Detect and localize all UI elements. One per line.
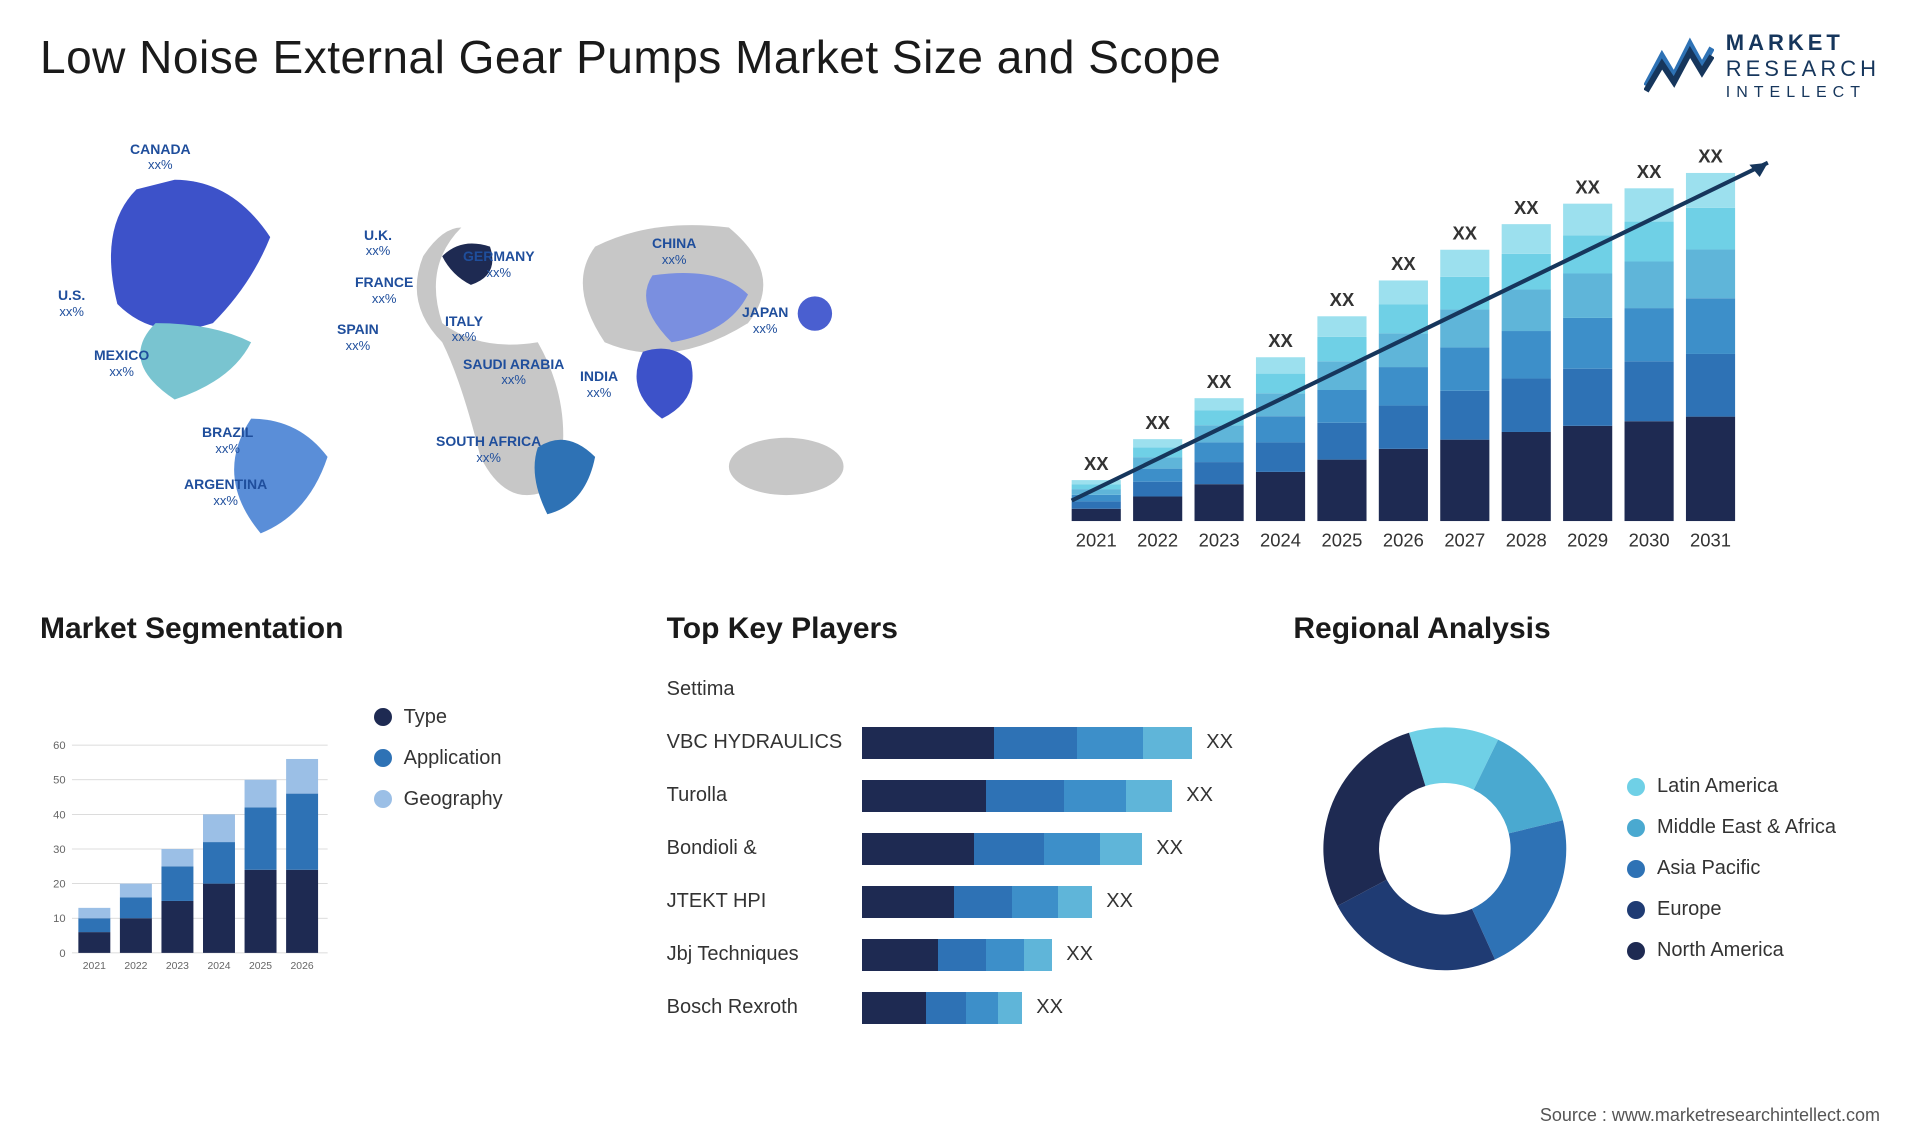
segmentation-panel: Market Segmentation 0 10 20 30 40 50 60 2021 202… [40,612,627,1032]
svg-text:30: 30 [53,844,65,856]
players-panel: Top Key Players Settima VBC HYDRAULICS Tur… [667,612,1254,1032]
seg-legend-geography: Geography [374,788,627,811]
map-label-china: CHINAxx% [652,235,696,267]
map-label-canada: CANADAxx% [130,141,191,173]
svg-text:2023: 2023 [1199,530,1240,551]
map-label-brazil: BRAZILxx% [202,424,253,456]
svg-text:2030: 2030 [1629,530,1670,551]
map-label-france: FRANCExx% [355,274,413,306]
segmentation-bar-chart: 0 10 20 30 40 50 60 2021 2022 2023 2024 2025 2026 [40,666,344,1032]
map-label-germany: GERMANYxx% [463,248,535,280]
map-label-uk: U.K.xx% [364,227,392,259]
player-name: Jbj Techniques [667,937,843,973]
logo-line-3: INTELLECT [1726,83,1880,102]
player-bars: XX XX XX XX XX XX [862,666,1253,1032]
svg-text:XX: XX [1330,289,1355,310]
svg-text:XX: XX [1453,222,1478,243]
svg-text:XX: XX [1575,176,1600,197]
svg-text:2026: 2026 [291,961,314,972]
svg-text:2024: 2024 [1260,530,1301,551]
svg-text:2028: 2028 [1506,530,1547,551]
world-map-panel: CANADAxx% U.S.xx% MEXICOxx% BRAZILxx% ARGENT… [40,132,940,562]
svg-text:2027: 2027 [1444,530,1485,551]
world-map [40,132,940,562]
svg-text:2029: 2029 [1567,530,1608,551]
player-bar-row: XX [862,778,1253,814]
player-name: Bondioli & [667,831,843,867]
bottom-row: Market Segmentation 0 10 20 30 40 50 60 2021 202… [40,612,1880,1032]
svg-text:2024: 2024 [207,961,230,972]
player-bar-row: XX [862,831,1253,867]
player-name: Bosch Rexroth [667,990,843,1026]
svg-text:2022: 2022 [1137,530,1178,551]
map-label-spain: SPAINxx% [337,321,379,353]
svg-text:0: 0 [59,948,65,960]
player-names: Settima VBC HYDRAULICS Turolla Bondioli & JT… [667,666,843,1032]
map-label-southafrica: SOUTH AFRICAxx% [436,433,541,465]
svg-text:XX: XX [1207,371,1232,392]
player-name: Turolla [667,778,843,814]
logo-line-2: RESEARCH [1726,56,1880,82]
seg-legend-application: Application [374,747,627,770]
players-title: Top Key Players [667,612,1254,646]
map-label-us: U.S.xx% [58,287,85,319]
source-attribution: Source : www.marketresearchintellect.com [1540,1105,1880,1126]
map-label-india: INDIAxx% [580,368,618,400]
regional-legend-item: North America [1627,939,1880,962]
svg-text:XX: XX [1391,253,1416,274]
regional-legend: Latin America Middle East & Africa Asia Pa… [1627,735,1880,962]
svg-text:XX: XX [1637,161,1662,182]
svg-text:50: 50 [53,775,65,787]
player-bar-row: XX [862,990,1253,1026]
svg-text:XX: XX [1514,197,1539,218]
regional-panel: Regional Analysis Latin America Middle Ea… [1293,612,1880,1032]
svg-text:XX: XX [1084,453,1109,474]
brand-logo: MARKET RESEARCH INTELLECT [1644,30,1880,102]
map-label-argentina: ARGENTINAxx% [184,476,267,508]
svg-text:2021: 2021 [83,961,106,972]
player-bar-row: XX [862,884,1253,920]
map-label-italy: ITALYxx% [445,313,483,345]
page-title: Low Noise External Gear Pumps Market Siz… [40,30,1221,84]
logo-line-1: MARKET [1726,30,1880,56]
logo-icon [1644,36,1714,96]
regional-legend-item: Europe [1627,898,1880,921]
segmentation-title: Market Segmentation [40,612,627,646]
svg-text:2021: 2021 [1076,530,1117,551]
map-label-saudiarabia: SAUDI ARABIAxx% [463,356,564,388]
player-name: JTEKT HPI [667,884,843,920]
svg-text:2026: 2026 [1383,530,1424,551]
regional-legend-item: Middle East & Africa [1627,816,1880,839]
header: Low Noise External Gear Pumps Market Siz… [40,30,1880,102]
regional-donut-chart [1293,697,1597,1001]
player-name: VBC HYDRAULICS [667,725,843,761]
svg-text:60: 60 [53,740,65,752]
svg-text:2023: 2023 [166,961,189,972]
svg-text:2031: 2031 [1690,530,1731,551]
regional-legend-item: Latin America [1627,775,1880,798]
segmentation-legend: Type Application Geography [374,666,627,1032]
svg-text:10: 10 [53,913,65,925]
map-label-japan: JAPANxx% [742,304,788,336]
growth-chart-panel: XX 2021 XX 2022 XX 2023 XX 2024 XX 2025 XX 2026 XX 20… [980,132,1880,562]
top-row: CANADAxx% U.S.xx% MEXICOxx% BRAZILxx% ARGENT… [40,132,1880,562]
logo-text: MARKET RESEARCH INTELLECT [1726,30,1880,102]
seg-legend-type: Type [374,706,627,729]
svg-text:2025: 2025 [249,961,272,972]
player-bar-row: XX [862,725,1253,761]
svg-text:XX: XX [1145,412,1170,433]
player-bar-row [862,672,1253,708]
svg-text:40: 40 [53,809,65,821]
player-bar-row: XX [862,937,1253,973]
svg-text:XX: XX [1698,146,1723,167]
svg-text:XX: XX [1268,330,1293,351]
player-name: Settima [667,672,843,708]
svg-text:2022: 2022 [124,961,147,972]
regional-legend-item: Asia Pacific [1627,857,1880,880]
svg-text:2025: 2025 [1321,530,1362,551]
svg-text:20: 20 [53,879,65,891]
growth-bar-chart: XX 2021 XX 2022 XX 2023 XX 2024 XX 2025 XX 2026 XX 20… [980,132,1880,562]
map-label-mexico: MEXICOxx% [94,347,149,379]
regional-title: Regional Analysis [1293,612,1880,646]
